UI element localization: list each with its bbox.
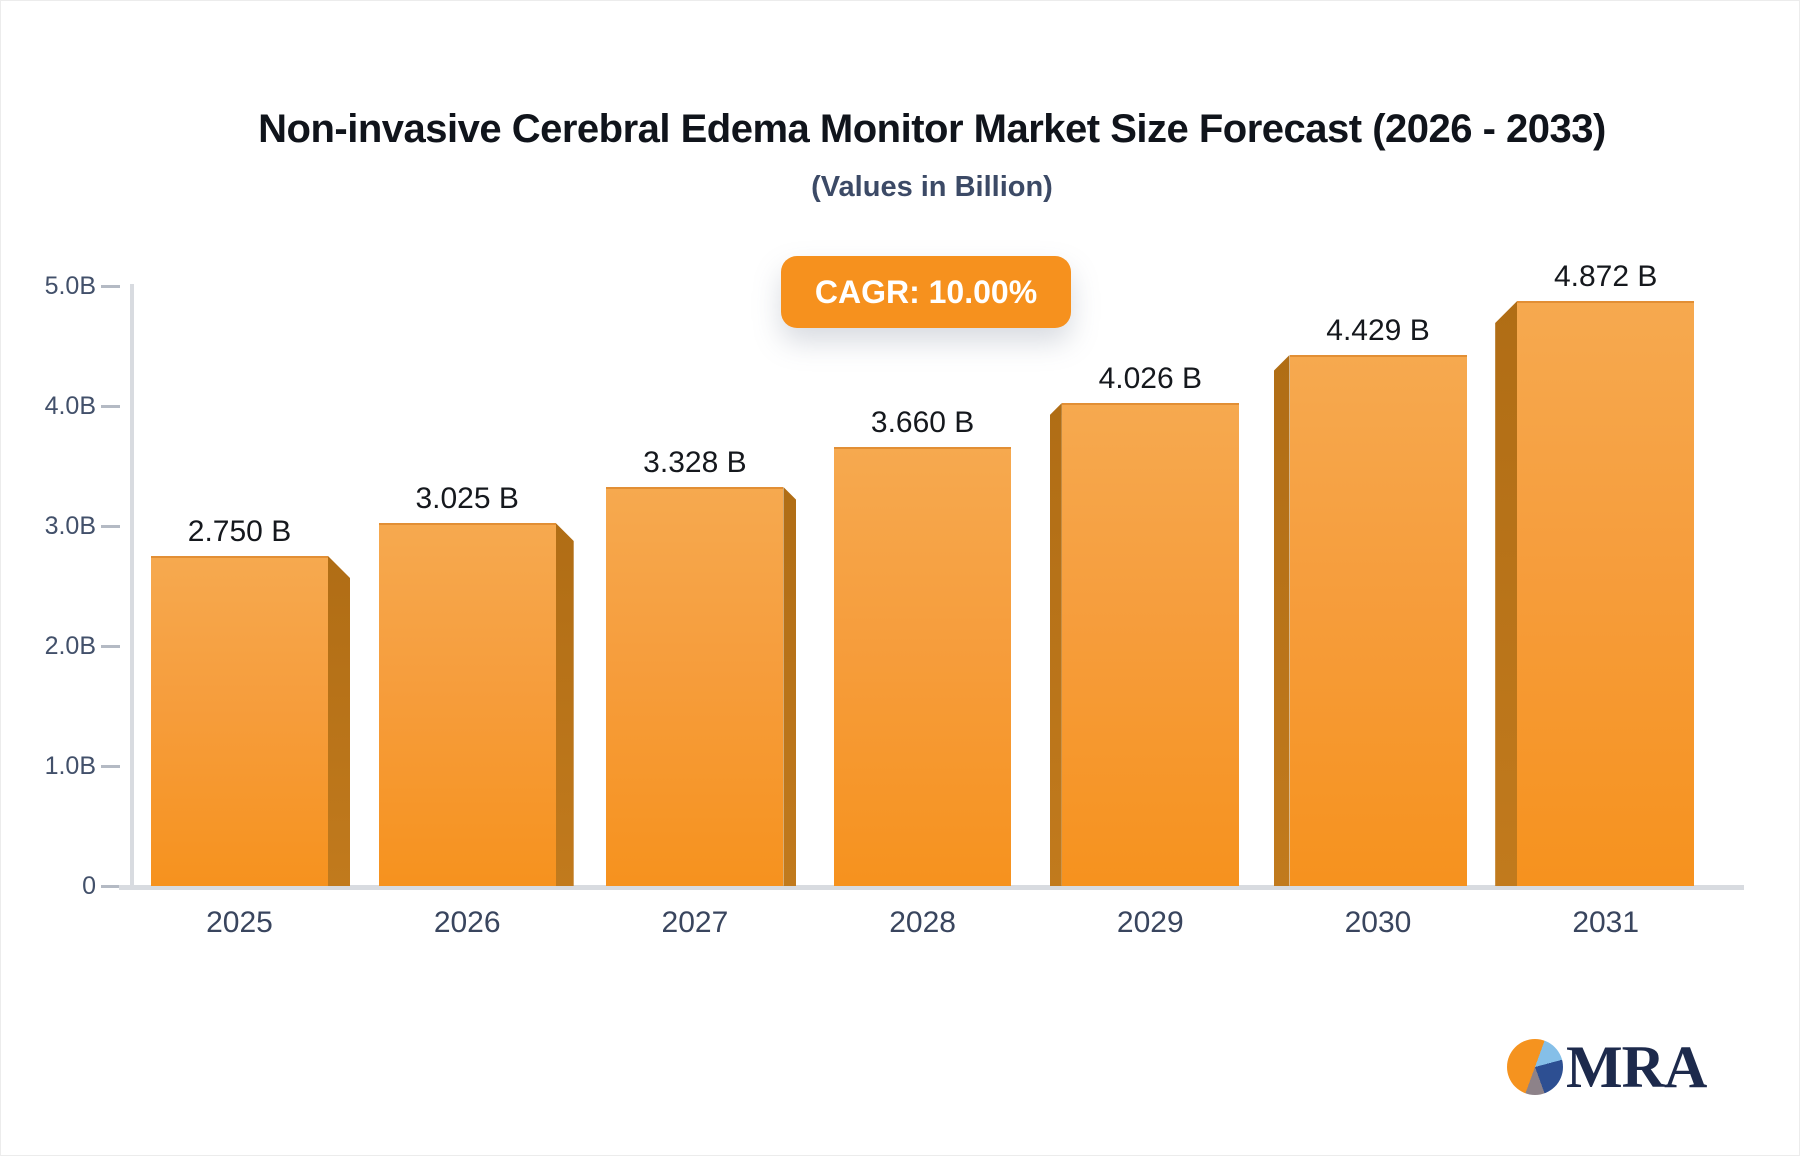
- year-label-2030: 2030: [1344, 906, 1412, 939]
- bar-value-label: 3.660 B: [870, 406, 975, 439]
- y-tick-dash: [101, 765, 120, 768]
- bar-side: [1273, 355, 1290, 886]
- y-tick-label: 2.0B: [44, 632, 96, 660]
- bar-face: [151, 556, 328, 886]
- bar-2029: [1049, 403, 1239, 886]
- y-tick-label: 3.0B: [44, 512, 96, 540]
- chart-title: Non-invasive Cerebral Edema Monitor Mark…: [258, 107, 1606, 151]
- bar-side: [783, 487, 797, 886]
- bar-2025: [151, 556, 350, 886]
- bar-value-label: 4.872 B: [1553, 260, 1658, 293]
- y-tick-label: 5.0B: [44, 272, 96, 300]
- x-axis-line: [119, 885, 1744, 890]
- chart-header: Non-invasive Cerebral Edema Monitor Mark…: [65, 105, 1799, 204]
- bar-face: [1289, 355, 1467, 886]
- bar-side: [328, 556, 350, 886]
- year-label-2031: 2031: [1572, 906, 1640, 939]
- bar-2028: [834, 447, 1012, 886]
- chart-subtitle: (Values in Billion): [811, 171, 1053, 203]
- year-label-2025: 2025: [206, 906, 273, 939]
- y-tick-dash: [101, 525, 120, 528]
- y-tick-dash: [101, 285, 120, 288]
- y-axis-line: [130, 284, 134, 890]
- year-label-2029: 2029: [1116, 906, 1184, 939]
- mra-logo: MRA: [1507, 1034, 1707, 1100]
- bar-side: [1049, 403, 1062, 886]
- bar-side: [555, 523, 574, 886]
- bar-2027: [606, 487, 797, 886]
- bar-value-label: 4.026 B: [1098, 362, 1203, 395]
- y-tick-label: 1.0B: [44, 752, 96, 780]
- cagr-badge: CAGR: 10.00%: [781, 256, 1071, 328]
- bar-side: [1495, 301, 1518, 886]
- year-label-2027: 2027: [661, 906, 729, 939]
- year-label-2028: 2028: [889, 906, 956, 939]
- bar-2026: [378, 523, 574, 886]
- y-tick-label: 0: [82, 872, 96, 900]
- y-tick-dash: [101, 885, 120, 888]
- bar-2030: [1273, 355, 1467, 886]
- bar-value-label: 2.750 B: [187, 515, 292, 548]
- bar-value-label: 3.025 B: [415, 482, 519, 515]
- bar-face: [834, 447, 1012, 886]
- bar-face: [1061, 403, 1239, 886]
- bar-face: [378, 523, 556, 886]
- bar-2031: [1495, 301, 1695, 886]
- bar-face: [606, 487, 784, 886]
- year-label-2026: 2026: [433, 906, 501, 939]
- y-tick-dash: [101, 645, 120, 648]
- y-tick-label: 4.0B: [44, 392, 96, 420]
- bar-face: [1517, 301, 1695, 886]
- bar-value-label: 4.429 B: [1326, 314, 1430, 347]
- mra-logo-text: MRA: [1566, 1034, 1707, 1100]
- mra-logo-pie-icon: [1507, 1039, 1563, 1095]
- y-tick-dash: [101, 405, 120, 408]
- bar-value-label: 3.328 B: [643, 446, 747, 479]
